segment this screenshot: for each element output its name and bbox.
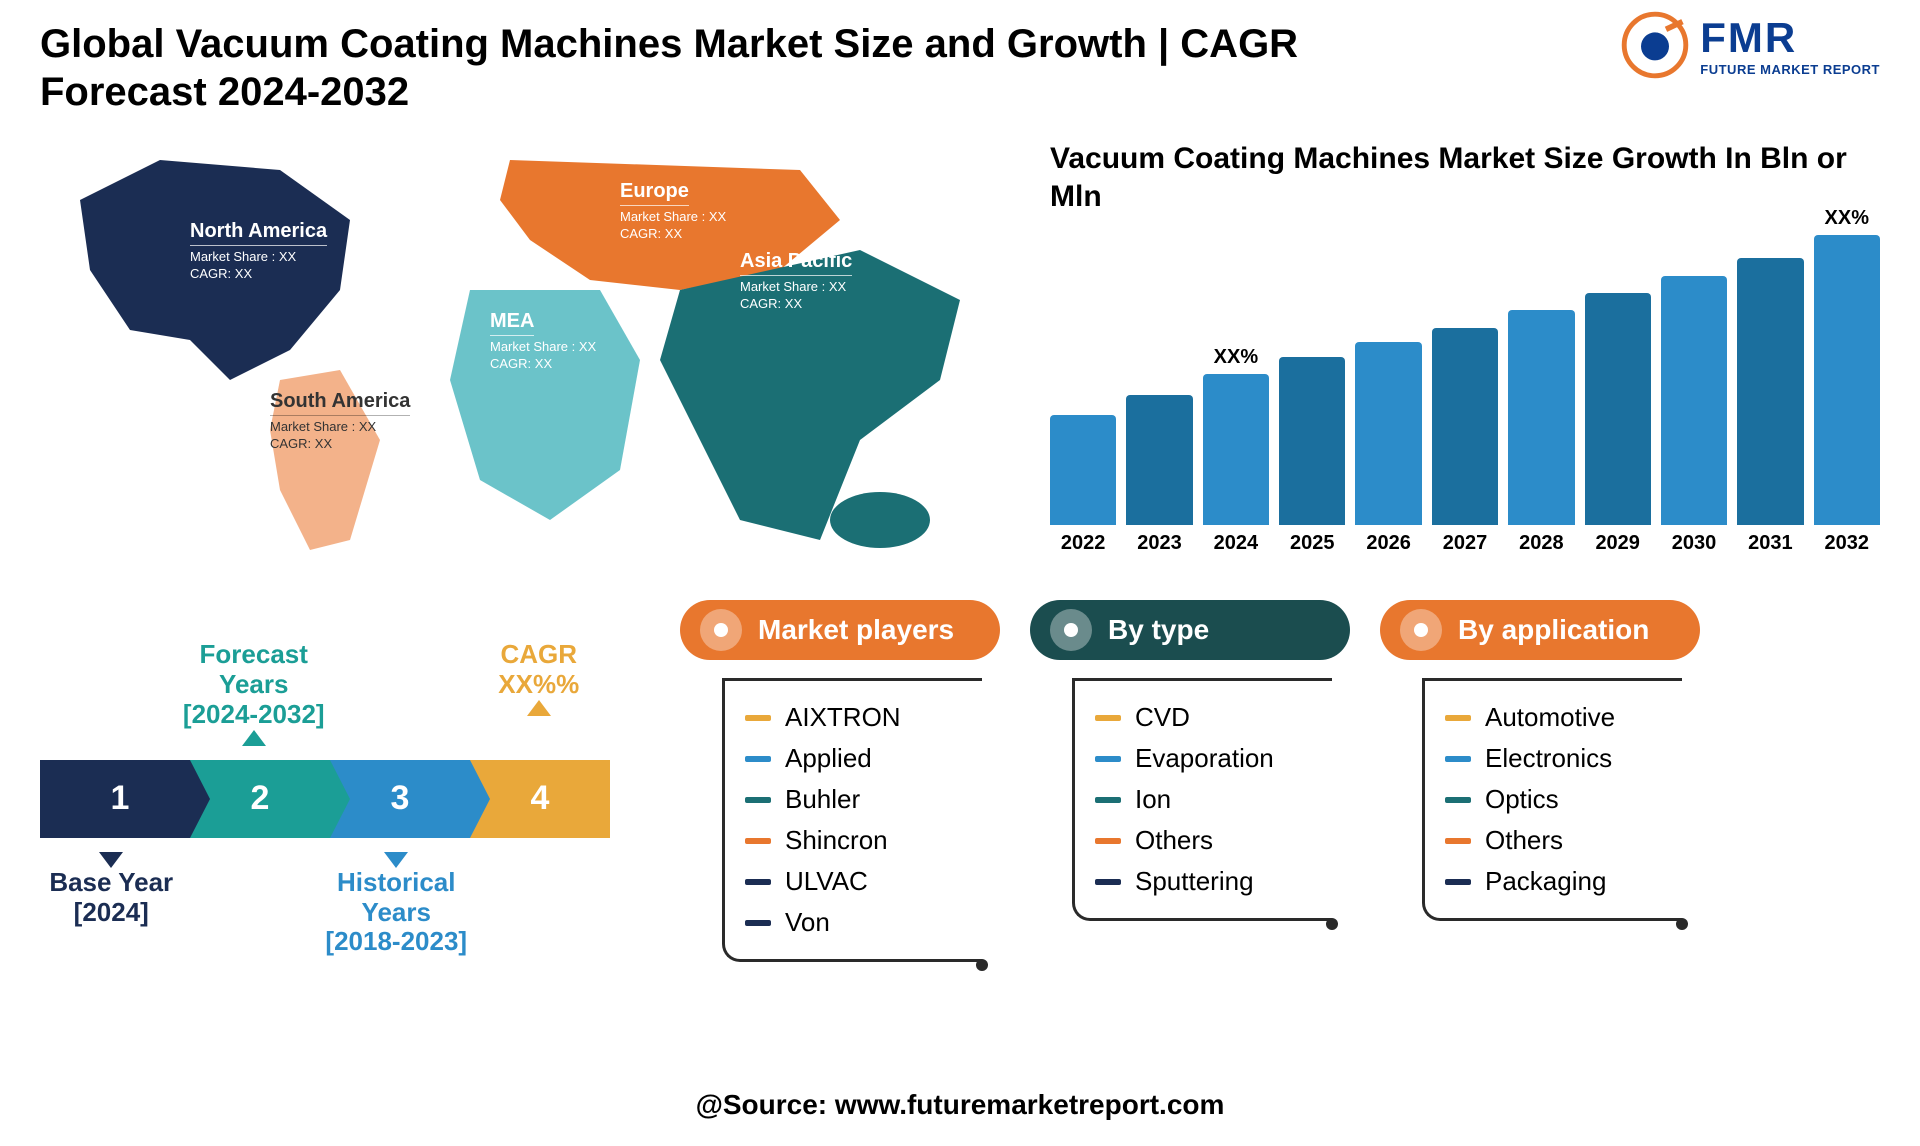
region-label-north-america: North AmericaMarket Share : XXCAGR: XX bbox=[190, 220, 327, 283]
list-item: Packaging bbox=[1445, 861, 1682, 902]
list-item: Others bbox=[1095, 820, 1332, 861]
item-label: ULVAC bbox=[785, 866, 868, 897]
bullet-icon bbox=[1095, 838, 1121, 844]
list-item: Applied bbox=[745, 738, 982, 779]
bullet-icon bbox=[745, 838, 771, 844]
bullet-icon bbox=[1445, 838, 1471, 844]
page-title: Global Vacuum Coating Machines Market Si… bbox=[40, 20, 1340, 116]
region-label-europe: EuropeMarket Share : XXCAGR: XX bbox=[620, 180, 726, 243]
bullet-icon bbox=[745, 797, 771, 803]
timeline-seg-3: 3 bbox=[330, 760, 470, 838]
category-title: By application bbox=[1458, 614, 1649, 646]
list-item: Evaporation bbox=[1095, 738, 1332, 779]
list-item: Shincron bbox=[745, 820, 982, 861]
pill-dot-icon bbox=[1050, 609, 1092, 651]
timeline-top-label-3: CAGRXX%% bbox=[468, 640, 611, 746]
item-label: Electronics bbox=[1485, 743, 1612, 774]
bar-2024: 2024XX% bbox=[1203, 374, 1269, 525]
list-item: Optics bbox=[1445, 779, 1682, 820]
category-title: By type bbox=[1108, 614, 1209, 646]
growth-bar-chart: Vacuum Coating Machines Market Size Grow… bbox=[1050, 140, 1880, 560]
timeline-top-label-1: Forecast Years[2024-2032] bbox=[183, 640, 326, 746]
item-label: Applied bbox=[785, 743, 872, 774]
bar-2030: 2030 bbox=[1661, 276, 1727, 525]
logo-fmr-text: FMR bbox=[1700, 14, 1880, 62]
category-title: Market players bbox=[758, 614, 954, 646]
source-attribution: @Source: www.futuremarketreport.com bbox=[0, 1089, 1920, 1121]
bullet-icon bbox=[1095, 879, 1121, 885]
item-label: Others bbox=[1485, 825, 1563, 856]
pill-dot-icon bbox=[700, 609, 742, 651]
pill-dot-icon bbox=[1400, 609, 1442, 651]
logo-icon bbox=[1620, 10, 1690, 80]
chart-title: Vacuum Coating Machines Market Size Grow… bbox=[1050, 140, 1880, 215]
item-label: Evaporation bbox=[1135, 743, 1274, 774]
category-by-application: By application Automotive Electronics Optic… bbox=[1380, 600, 1700, 921]
bar-2027: 2027 bbox=[1432, 328, 1498, 525]
bar-2029: 2029 bbox=[1585, 293, 1651, 525]
bullet-icon bbox=[745, 879, 771, 885]
fmr-logo: FMR FUTURE MARKET REPORT bbox=[1620, 10, 1880, 80]
list-item: Automotive bbox=[1445, 697, 1682, 738]
category-pill: Market players bbox=[680, 600, 1000, 660]
bullet-icon bbox=[745, 756, 771, 762]
bar-2025: 2025 bbox=[1279, 357, 1345, 525]
category-market-players: Market players AIXTRON Applied Buhler Shincr… bbox=[680, 600, 1000, 962]
bullet-icon bbox=[1095, 756, 1121, 762]
logo-sub-text: FUTURE MARKET REPORT bbox=[1700, 62, 1880, 77]
bullet-icon bbox=[745, 715, 771, 721]
item-label: Shincron bbox=[785, 825, 888, 856]
item-label: Von bbox=[785, 907, 830, 938]
list-item: Von bbox=[745, 902, 982, 943]
bullet-icon bbox=[1445, 756, 1471, 762]
bullet-icon bbox=[1445, 879, 1471, 885]
bar-2023: 2023 bbox=[1126, 395, 1192, 526]
bar-2026: 2026 bbox=[1355, 342, 1421, 525]
list-item: Ion bbox=[1095, 779, 1332, 820]
region-label-mea: MEAMarket Share : XXCAGR: XX bbox=[490, 310, 596, 373]
region-label-south-america: South AmericaMarket Share : XXCAGR: XX bbox=[270, 390, 410, 453]
list-item: AIXTRON bbox=[745, 697, 982, 738]
list-item: CVD bbox=[1095, 697, 1332, 738]
item-label: AIXTRON bbox=[785, 702, 901, 733]
item-label: Ion bbox=[1135, 784, 1171, 815]
item-label: Automotive bbox=[1485, 702, 1615, 733]
list-item: Sputtering bbox=[1095, 861, 1332, 902]
bullet-icon bbox=[1095, 715, 1121, 721]
world-map: North AmericaMarket Share : XXCAGR: XX So… bbox=[40, 140, 1000, 560]
item-label: CVD bbox=[1135, 702, 1190, 733]
bullet-icon bbox=[1445, 715, 1471, 721]
timeline-seg-1: 1 bbox=[40, 760, 190, 838]
category-pill: By application bbox=[1380, 600, 1700, 660]
bullet-icon bbox=[745, 920, 771, 926]
bullet-icon bbox=[1445, 797, 1471, 803]
item-label: Packaging bbox=[1485, 866, 1606, 897]
bar-2022: 2022 bbox=[1050, 415, 1116, 525]
bar-2031: 2031 bbox=[1737, 258, 1803, 525]
timeline-legend: Forecast Years[2024-2032] CAGRXX%% 1234 B… bbox=[40, 640, 610, 957]
list-item: ULVAC bbox=[745, 861, 982, 902]
region-label-asia-pacific: Asia PacificMarket Share : XXCAGR: XX bbox=[740, 250, 852, 313]
category-pill: By type bbox=[1030, 600, 1350, 660]
bar-2032: 2032XX% bbox=[1814, 235, 1880, 525]
timeline-bot-label-2: Historical Years[2018-2023] bbox=[325, 852, 468, 958]
timeline-seg-2: 2 bbox=[190, 760, 330, 838]
bullet-icon bbox=[1095, 797, 1121, 803]
list-item: Electronics bbox=[1445, 738, 1682, 779]
item-label: Others bbox=[1135, 825, 1213, 856]
bar-2028: 2028 bbox=[1508, 310, 1574, 525]
item-label: Sputtering bbox=[1135, 866, 1254, 897]
item-label: Optics bbox=[1485, 784, 1559, 815]
item-label: Buhler bbox=[785, 784, 860, 815]
list-item: Others bbox=[1445, 820, 1682, 861]
category-by-type: By type CVD Evaporation Ion Others Sputtering bbox=[1030, 600, 1350, 921]
list-item: Buhler bbox=[745, 779, 982, 820]
timeline-bot-label-0: Base Year[2024] bbox=[40, 852, 183, 958]
timeline-seg-4: 4 bbox=[470, 760, 610, 838]
